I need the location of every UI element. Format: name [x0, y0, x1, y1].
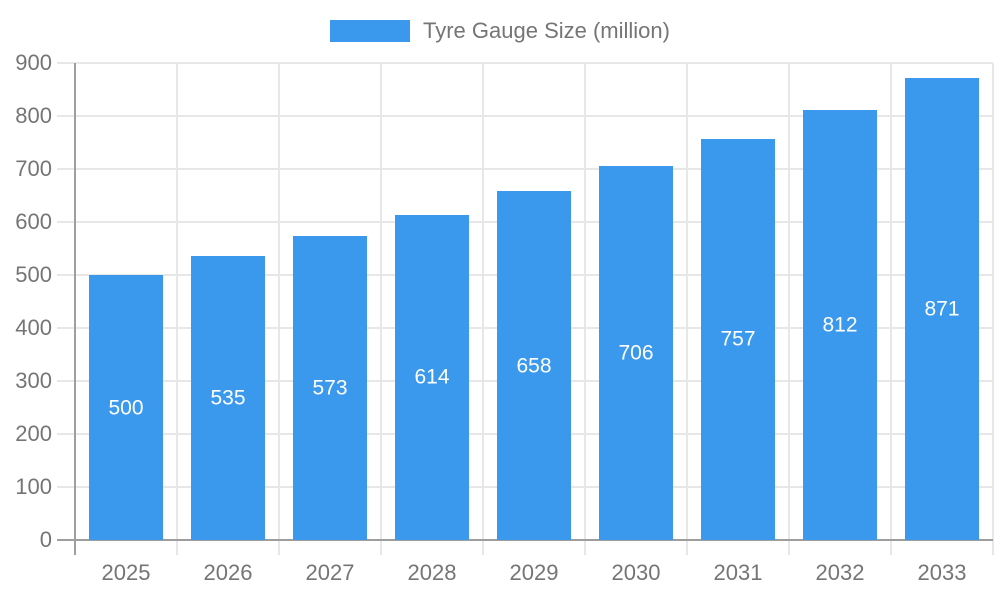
bar-2027[interactable] [293, 236, 367, 540]
x-axis-label: 2032 [815, 560, 865, 585]
y-axis-label: 0 [39, 527, 52, 552]
x-axis-label: 2031 [713, 560, 763, 585]
bar-value-label: 535 [210, 386, 246, 410]
gridline [686, 63, 688, 555]
bar-value-label: 614 [414, 365, 450, 389]
bar-value-label: 500 [108, 396, 144, 419]
gridline [176, 63, 178, 555]
gridline [890, 63, 892, 555]
legend[interactable]: Tyre Gauge Size (million) [0, 18, 1000, 44]
bar-2028[interactable] [395, 214, 469, 540]
bar-2032[interactable] [803, 109, 877, 540]
y-axis-label: 500 [15, 262, 52, 287]
bar-2031[interactable] [701, 138, 775, 540]
x-axis-label: 2029 [509, 560, 559, 585]
bar-2026[interactable] [191, 256, 265, 540]
gridline [584, 63, 586, 555]
legend-swatch [330, 20, 410, 42]
legend-label: Tyre Gauge Size (million) [423, 18, 670, 43]
y-axis-label: 900 [15, 50, 52, 75]
bar-2025[interactable] [89, 275, 163, 540]
x-axis-label: 2026 [203, 560, 253, 585]
y-axis-label: 800 [15, 103, 52, 128]
x-axis-label: 2030 [611, 560, 661, 585]
y-axis-label: 400 [15, 315, 52, 340]
bar-2033[interactable] [905, 78, 979, 540]
bar-2029[interactable] [497, 191, 571, 540]
y-axis-label: 100 [15, 474, 52, 499]
y-axis-label: 300 [15, 368, 52, 393]
bar-value-label: 573 [312, 376, 348, 400]
gridline [788, 63, 790, 555]
x-axis-label: 2027 [305, 560, 355, 585]
y-axis-label: 600 [15, 209, 52, 234]
y-axis-label: 200 [15, 421, 52, 446]
bar-value-label: 871 [924, 297, 960, 321]
bar-value-label: 706 [618, 341, 654, 365]
bar-value-label: 658 [516, 354, 552, 378]
gridline [380, 63, 382, 555]
bar-value-label: 812 [822, 313, 858, 337]
x-axis-line [57, 539, 993, 541]
x-axis-label: 2025 [101, 560, 151, 585]
bar-value-label: 757 [720, 327, 756, 351]
y-axis-line [74, 63, 76, 555]
bar-2030[interactable] [599, 165, 673, 540]
gridline [992, 63, 994, 555]
y-axis-label: 700 [15, 156, 52, 181]
x-axis-label: 2033 [917, 560, 967, 585]
x-axis-label: 2028 [407, 560, 457, 585]
gridline [278, 63, 280, 555]
gridline [57, 168, 993, 170]
gridline [57, 115, 993, 117]
gridline [482, 63, 484, 555]
gridline [57, 62, 993, 64]
